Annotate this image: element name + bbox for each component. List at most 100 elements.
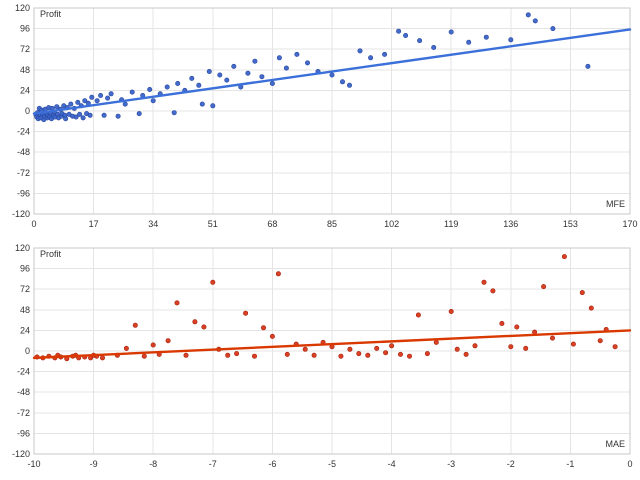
scatter-point <box>63 116 69 122</box>
scatter-point <box>339 79 345 85</box>
scatter-point <box>612 344 618 350</box>
scatter-point <box>100 355 106 361</box>
y-tick-label: 72 <box>20 44 30 54</box>
scatter-point <box>243 310 249 316</box>
scatter-point <box>224 77 230 83</box>
scatter-point <box>283 65 289 71</box>
scatter-point <box>472 343 478 349</box>
y-tick-label: -96 <box>17 188 30 198</box>
scatter-point <box>54 104 60 110</box>
scatter-point <box>234 351 240 357</box>
scatter-point <box>329 72 335 78</box>
scatter-point <box>75 99 81 105</box>
x-tick-label: 153 <box>563 219 578 229</box>
plot-border <box>33 247 631 455</box>
y-tick-label: -24 <box>17 127 30 137</box>
scatter-point <box>448 309 454 315</box>
scatter-point <box>549 335 555 341</box>
x-tick-label: -10 <box>27 459 40 469</box>
x-tick-label: -7 <box>209 459 217 469</box>
scatter-point <box>397 351 403 357</box>
chart-background <box>0 240 640 480</box>
scatter-point <box>570 341 576 347</box>
scatter-point <box>150 342 156 348</box>
y-tick-label: -96 <box>17 428 30 438</box>
mfe-profit-chart: -120 -96 -72 -48 -24 0 24 48 72 96 120 0 17 34 51 68 85 1… <box>0 0 640 240</box>
y-tick-label: 120 <box>15 3 30 13</box>
chart-background <box>0 0 640 240</box>
plot-border <box>33 7 631 215</box>
scatter-point <box>356 351 362 357</box>
scatter-point <box>105 95 111 101</box>
x-tick-label: -4 <box>388 459 396 469</box>
scatter-point <box>550 26 556 32</box>
scatter-point <box>164 84 170 90</box>
scatter-point <box>192 319 198 325</box>
scatter-point <box>206 69 212 75</box>
scatter-point <box>98 93 104 99</box>
scatter-point <box>579 290 585 296</box>
scatter-point <box>597 338 603 344</box>
mae-profit-chart: -120 -96 -72 -48 -24 0 24 48 72 96 120 -10 -9 -8 -7 -6-… <box>0 240 640 480</box>
scatter-point <box>508 37 514 43</box>
scatter-point <box>108 91 114 97</box>
scatter-point <box>294 51 300 57</box>
scatter-point <box>347 346 353 352</box>
scatter-point <box>346 82 352 88</box>
y-tick-label: -48 <box>17 147 30 157</box>
x-tick-label: 0 <box>31 219 36 229</box>
scatter-point <box>252 58 258 64</box>
scatter-point <box>396 28 402 34</box>
y-tick-label: -48 <box>17 387 30 397</box>
scatter-point <box>175 81 181 87</box>
scatter-point <box>304 60 310 66</box>
scatter-point <box>132 322 138 328</box>
scatter-point <box>490 288 496 294</box>
scatter-point <box>80 115 86 121</box>
scatter-point <box>252 353 258 359</box>
x-tick-label: -1 <box>566 459 574 469</box>
scatter-point <box>94 98 100 104</box>
scatter-point <box>466 39 472 45</box>
y-tick-label: 0 <box>25 106 30 116</box>
scatter-point <box>174 300 180 306</box>
scatter-point <box>129 89 135 95</box>
scatter-point <box>523 345 529 351</box>
scatter-point <box>82 98 88 104</box>
scatter-point <box>68 101 74 107</box>
scatter-point <box>483 34 489 40</box>
scatter-point <box>171 110 177 116</box>
scatter-point <box>165 338 171 344</box>
scatter-point <box>123 345 129 351</box>
trend-line <box>32 28 632 115</box>
scatter-point <box>115 113 121 119</box>
scatter-point <box>532 18 538 24</box>
scatter-point <box>189 75 195 81</box>
scatter-point <box>541 284 547 290</box>
x-tick-label: -3 <box>447 459 455 469</box>
x-tick-label: 170 <box>622 219 637 229</box>
scatter-point <box>525 12 531 18</box>
y-tick-label: -72 <box>17 408 30 418</box>
scatter-point <box>77 111 83 117</box>
y-tick-label: 96 <box>20 24 30 34</box>
scatter-point <box>259 74 265 80</box>
scatter-point <box>199 101 205 107</box>
scatter-point <box>141 353 147 359</box>
scatter-point <box>210 279 216 285</box>
scatter-point <box>231 63 237 69</box>
scatter-point <box>260 325 266 331</box>
scatter-point <box>406 353 412 359</box>
y-tick-label: -120 <box>12 449 30 459</box>
x-tick-label: -8 <box>149 459 157 469</box>
scatter-point <box>514 324 520 330</box>
y-tick-label: 48 <box>20 305 30 315</box>
mfe-profit-plot: -120 -96 -72 -48 -24 0 24 48 72 96 120 0 17 34 51 68 85 1… <box>0 0 640 240</box>
scatter-point <box>73 114 79 120</box>
y-tick-label: 24 <box>20 85 30 95</box>
scatter-point <box>383 350 389 356</box>
scatter-point <box>585 63 591 69</box>
x-tick-label: 119 <box>444 219 458 229</box>
scatter-point <box>245 70 251 76</box>
